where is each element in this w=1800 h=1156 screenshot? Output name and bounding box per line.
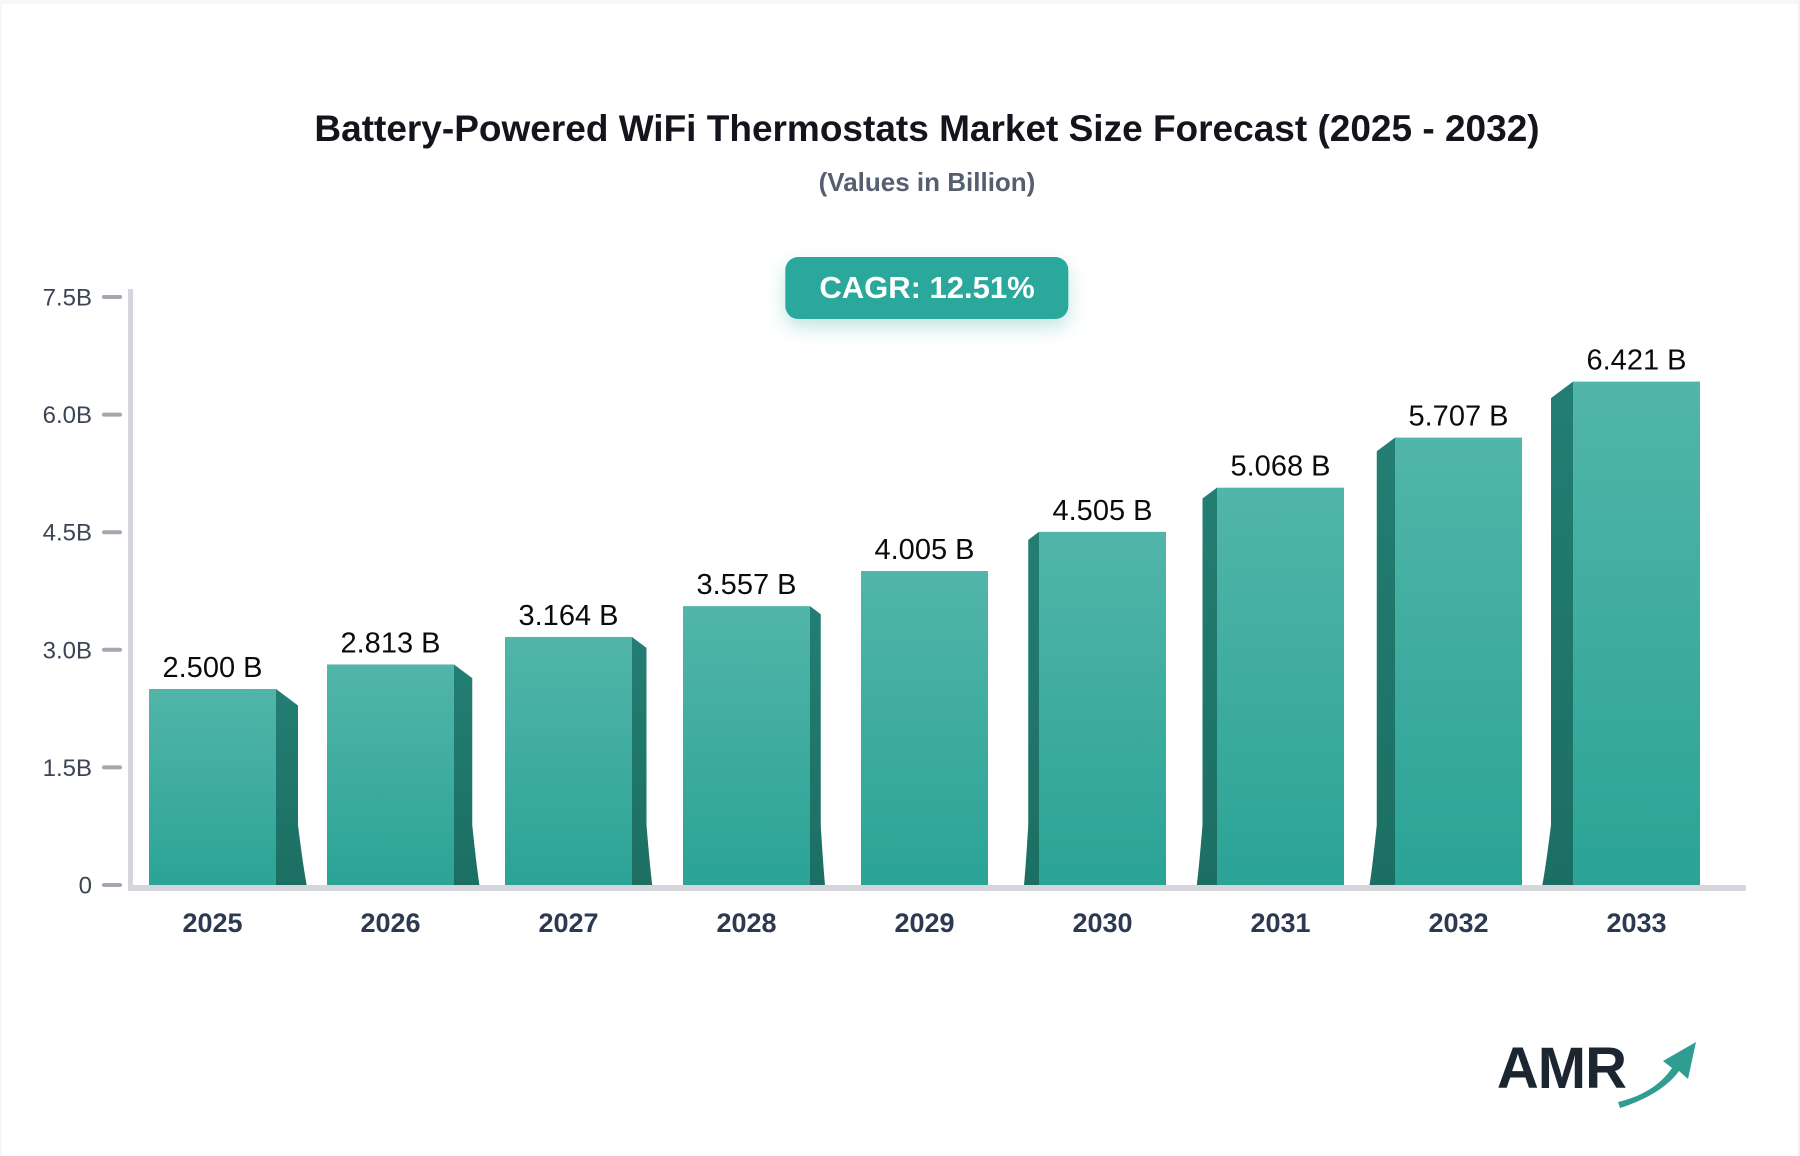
bar-face (1573, 381, 1700, 891)
bar-side-3d (1541, 381, 1573, 891)
x-axis-label: 2026 (360, 908, 420, 938)
y-tick-label: 4.5B (43, 520, 92, 547)
logo-arrow-path (1618, 1042, 1696, 1108)
bar-side-3d (1023, 531, 1039, 891)
bar-side-3d (276, 689, 308, 891)
y-tick-label: 3.0B (43, 637, 92, 664)
y-tick-dash (102, 530, 122, 535)
bar-value-label: 6.421 B (1587, 345, 1687, 377)
bar-face (327, 664, 454, 891)
bar-group-2031 (1195, 487, 1344, 891)
bar-value-label: 3.557 B (697, 569, 797, 601)
bar-value-label: 5.707 B (1409, 401, 1509, 433)
logo-arrow-icon (1618, 1042, 1696, 1108)
cagr-badge: CAGR: 12.51% (785, 257, 1069, 319)
bar-face (149, 689, 276, 891)
bar-face (1395, 437, 1522, 891)
y-tick-label: 6.0B (43, 402, 92, 429)
chart-subtitle: (Values in Billion) (818, 167, 1036, 197)
y-tick-dash (102, 412, 122, 417)
bar-side-3d (810, 606, 826, 891)
x-axis-label: 2032 (1428, 908, 1488, 938)
bar-face (1217, 487, 1344, 891)
bar-face (683, 606, 810, 891)
x-axis-label: 2030 (1072, 908, 1132, 938)
bar-group-2029 (861, 571, 988, 891)
bar-group-2027 (505, 636, 654, 891)
y-axis-line (128, 289, 133, 891)
x-axis-label: 2029 (894, 908, 954, 938)
bar-face (1039, 531, 1166, 891)
bar-group-2028 (683, 606, 826, 891)
bar-value-label: 5.068 B (1231, 451, 1331, 483)
y-tick-dash (102, 883, 122, 887)
chart-title: Battery-Powered WiFi Thermostats Market … (314, 108, 1540, 149)
bar-group-2030 (1023, 531, 1166, 891)
bar-side-3d (1368, 437, 1395, 891)
axes-layer (102, 289, 1746, 891)
y-tick-label: 7.5B (43, 285, 92, 312)
bar-face (861, 571, 988, 891)
bar-group-2032 (1368, 437, 1522, 891)
x-axis-label: 2033 (1606, 908, 1666, 938)
bar-value-label: 4.505 B (1053, 495, 1153, 527)
amr-logo: AMR (1497, 1040, 1700, 1110)
bar-value-label: 2.500 B (163, 652, 263, 684)
bar-group-2033 (1541, 381, 1700, 891)
x-axis-line (128, 885, 1746, 891)
y-tick-label: 1.5B (43, 755, 92, 782)
bars-layer (149, 381, 1700, 891)
x-axis-label: 2028 (716, 908, 776, 938)
bar-group-2026 (327, 664, 481, 891)
x-axis-label: 2025 (182, 908, 242, 938)
bar-face (505, 636, 632, 891)
y-tick-dash (102, 647, 122, 652)
logo-text: AMR (1496, 1036, 1627, 1101)
x-axis-label: 2027 (538, 908, 598, 938)
bar-chart-svg: 0 1.5B 3.0B 4.5B 6.0B 7.5B 2.500 B 2025 2.813 B 2… (43, 285, 1746, 939)
labels-layer: 0 1.5B 3.0B 4.5B 6.0B 7.5B 2.500 B 2025 2.813 B 2… (43, 285, 1687, 939)
y-tick-dash (102, 765, 122, 770)
bar-value-label: 3.164 B (519, 600, 619, 632)
bar-value-label: 2.813 B (341, 627, 441, 659)
x-axis-label: 2031 (1250, 908, 1310, 938)
y-tick-dash (102, 295, 122, 299)
bar-group-2025 (149, 689, 308, 891)
bar-side-3d (1195, 487, 1217, 891)
y-tick-label: 0 (79, 873, 92, 900)
bar-side-3d (632, 636, 654, 891)
bar-value-label: 4.005 B (875, 534, 975, 566)
bar-side-3d (454, 664, 481, 891)
